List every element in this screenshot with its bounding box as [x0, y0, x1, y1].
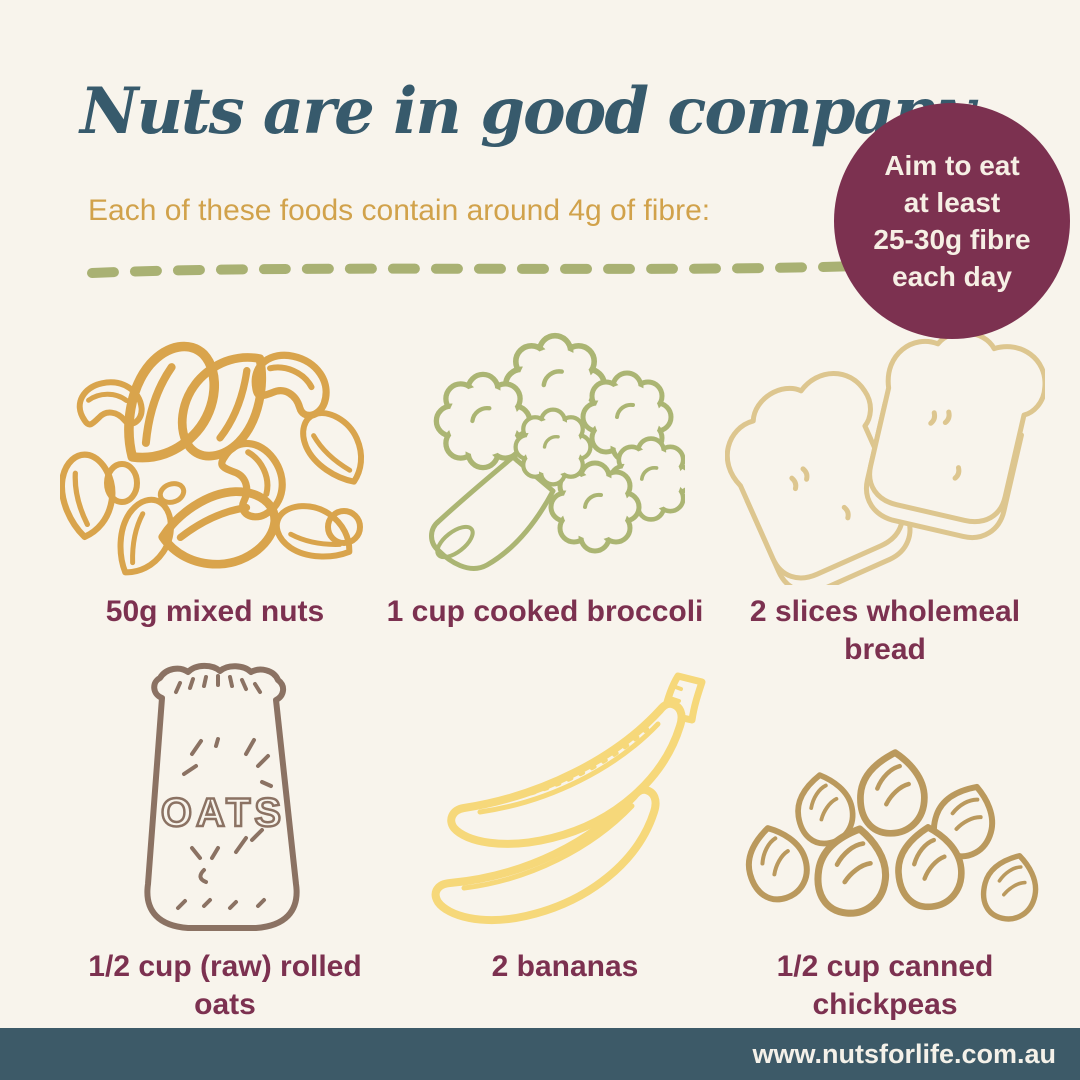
chickpeas-icon	[725, 662, 1045, 940]
badge-line: at least	[903, 187, 1001, 218]
dashed-divider	[82, 256, 867, 284]
food-label-bananas: 2 bananas	[491, 950, 639, 983]
page-subtitle: Each of these foods contain around 4g of…	[88, 194, 711, 227]
bananas-icon	[420, 670, 710, 940]
broccoli-icon	[405, 325, 685, 585]
food-card-rolled-oats: OATS 1/2 cup (raw) rolled oats	[60, 662, 390, 1024]
badge-line: each day	[892, 261, 1012, 292]
food-card-broccoli: 1 cup cooked broccoli	[385, 325, 705, 631]
oats-bag-icon: OATS	[100, 662, 350, 940]
footer-bar: www.nutsforlife.com.au	[0, 1028, 1080, 1080]
food-label-wholemeal-bread: 2 slices wholemeal bread	[749, 595, 1021, 666]
badge-line: 25-30g fibre	[873, 224, 1031, 255]
oats-bag-text: OATS	[161, 791, 285, 835]
fibre-target-badge: Aim to eat at least 25-30g fibre each da…	[834, 103, 1070, 339]
food-label-broccoli: 1 cup cooked broccoli	[386, 595, 704, 628]
food-card-chickpeas: 1/2 cup canned chickpeas	[715, 662, 1055, 1024]
footer-url[interactable]: www.nutsforlife.com.au	[752, 1038, 1056, 1069]
page-title: Nuts are in good company	[80, 74, 975, 149]
badge-line: Aim to eat	[884, 150, 1020, 181]
food-card-mixed-nuts: 50g mixed nuts	[50, 335, 380, 631]
food-label-mixed-nuts: 50g mixed nuts	[105, 595, 325, 628]
food-card-wholemeal-bread: 2 slices wholemeal bread	[715, 325, 1055, 669]
food-label-chickpeas: 1/2 cup canned chickpeas	[776, 950, 994, 1021]
bread-slices-icon	[725, 325, 1045, 585]
food-label-rolled-oats: 1/2 cup (raw) rolled oats	[88, 950, 362, 1021]
food-card-bananas: 2 bananas	[405, 670, 725, 986]
mixed-nuts-icon	[60, 335, 370, 585]
